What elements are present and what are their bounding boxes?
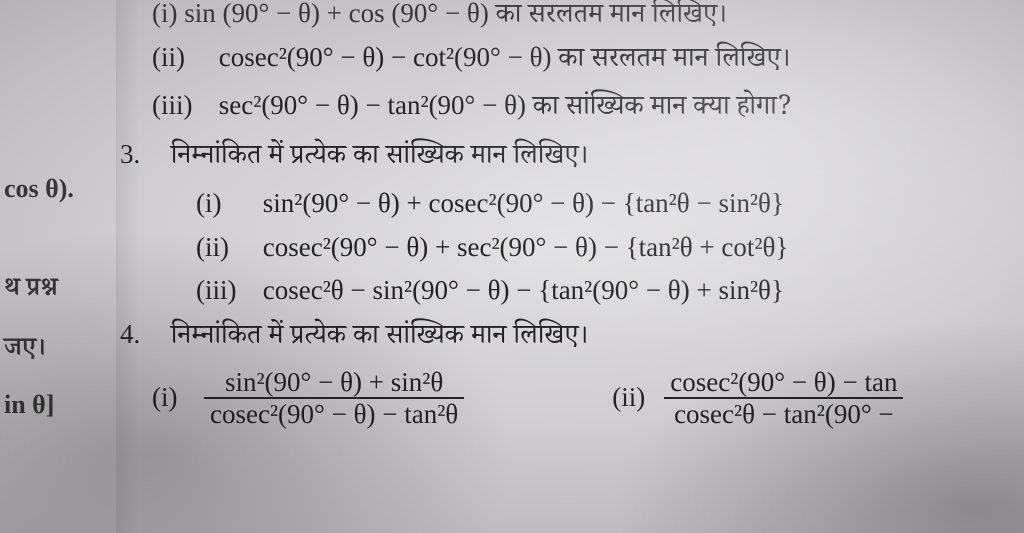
q4-i-fraction: sin²(90° − θ) + sin²θ cosec²(90° − θ) − … — [204, 368, 464, 429]
cutoff-line: (i) sin (90° − θ) + cos (90° − θ) का सरल… — [152, 0, 1020, 36]
q2-ii-tail: का सरलतम मान लिखिए। — [558, 41, 790, 83]
q3-part-ii: (ii) cosec²(90° − θ) + sec²(90° − θ) − {… — [196, 226, 1020, 270]
q3-iii-label: (iii) — [196, 269, 256, 313]
q2-iii-tail: का सांख्यिक मान क्या होगा? — [533, 89, 792, 131]
cutoff-text: (i) sin (90° − θ) + cos (90° − θ) का सरल… — [152, 0, 727, 28]
q2-part-iii: (iii) sec²(90° − θ) − tan²(90° − θ) का स… — [152, 84, 1020, 133]
q2-ii-expr: cosec²(90° − θ) − cot²(90° − θ) — [219, 42, 552, 72]
q2-part-ii: (ii) cosec²(90° − θ) − cot²(90° − θ) का … — [152, 36, 1020, 85]
q4-part-i: (i) sin²(90° − θ) + sin²θ cosec²(90° − θ… — [152, 368, 464, 429]
q4-i-num: sin²(90° − θ) + sin²θ — [204, 368, 464, 397]
q4-parts-row: (i) sin²(90° − θ) + sin²θ cosec²(90° − θ… — [152, 368, 1020, 429]
q2-iii-expr: sec²(90° − θ) − tan²(90° − θ) — [219, 90, 526, 120]
q2-ii-label: (ii) — [152, 36, 212, 80]
q4-i-den: cosec²(90° − θ) − tan²θ — [204, 397, 464, 428]
q4-part-ii: (ii) cosec²(90° − θ) − tan cosec²θ − tan… — [612, 368, 903, 429]
margin-text-in-theta: in θ] — [4, 390, 54, 420]
margin-text-jae: जए। — [4, 332, 46, 372]
q4-ii-label: (ii) — [612, 376, 664, 420]
q3-i-expr: sin²(90° − θ) + cosec²(90° − θ) − {tan²θ… — [263, 188, 784, 218]
q4-ii-fraction: cosec²(90° − θ) − tan cosec²θ − tan²(90°… — [664, 368, 903, 429]
q4-i-label: (i) — [152, 376, 204, 420]
q3-part-iii: (iii) cosec²θ − sin²(90° − θ) − {tan²(90… — [196, 269, 1020, 313]
margin-text-prashn: थ प्रश्न — [4, 272, 58, 312]
q3-head-text: निम्नांकित में प्रत्येक का सांख्यिक मान … — [171, 138, 589, 180]
q3-iii-expr: cosec²θ − sin²(90° − θ) − {tan²(90° − θ)… — [263, 275, 784, 305]
q4-heading: 4. निम्नांकित में प्रत्येक का सांख्यिक म… — [120, 313, 1020, 362]
q4-number: 4. — [120, 313, 164, 357]
q3-ii-label: (ii) — [196, 226, 256, 270]
q3-number: 3. — [120, 133, 164, 177]
q3-ii-expr: cosec²(90° − θ) + sec²(90° − θ) − {tan²θ… — [263, 232, 789, 262]
q2-iii-label: (iii) — [152, 84, 212, 128]
q3-i-label: (i) — [196, 182, 256, 226]
page-scan: cos θ). थ प्रश्न जए। in θ] (i) sin (90° … — [0, 0, 1024, 533]
q4-head-text: निम्नांकित में प्रत्येक का सांख्यिक मान … — [171, 318, 589, 360]
margin-text-cos-theta: cos θ). — [4, 174, 74, 204]
q4-ii-den: cosec²θ − tan²(90° − — [664, 397, 903, 428]
q3-heading: 3. निम्नांकित में प्रत्येक का सांख्यिक म… — [120, 133, 1020, 182]
q3-part-i: (i) sin²(90° − θ) + cosec²(90° − θ) − {t… — [196, 182, 1020, 226]
q4-ii-num: cosec²(90° − θ) − tan — [664, 368, 903, 397]
left-margin: cos θ). थ प्रश्न जए। in θ] — [0, 0, 110, 533]
main-content: (i) sin (90° − θ) + cos (90° − θ) का सरल… — [120, 0, 1020, 429]
